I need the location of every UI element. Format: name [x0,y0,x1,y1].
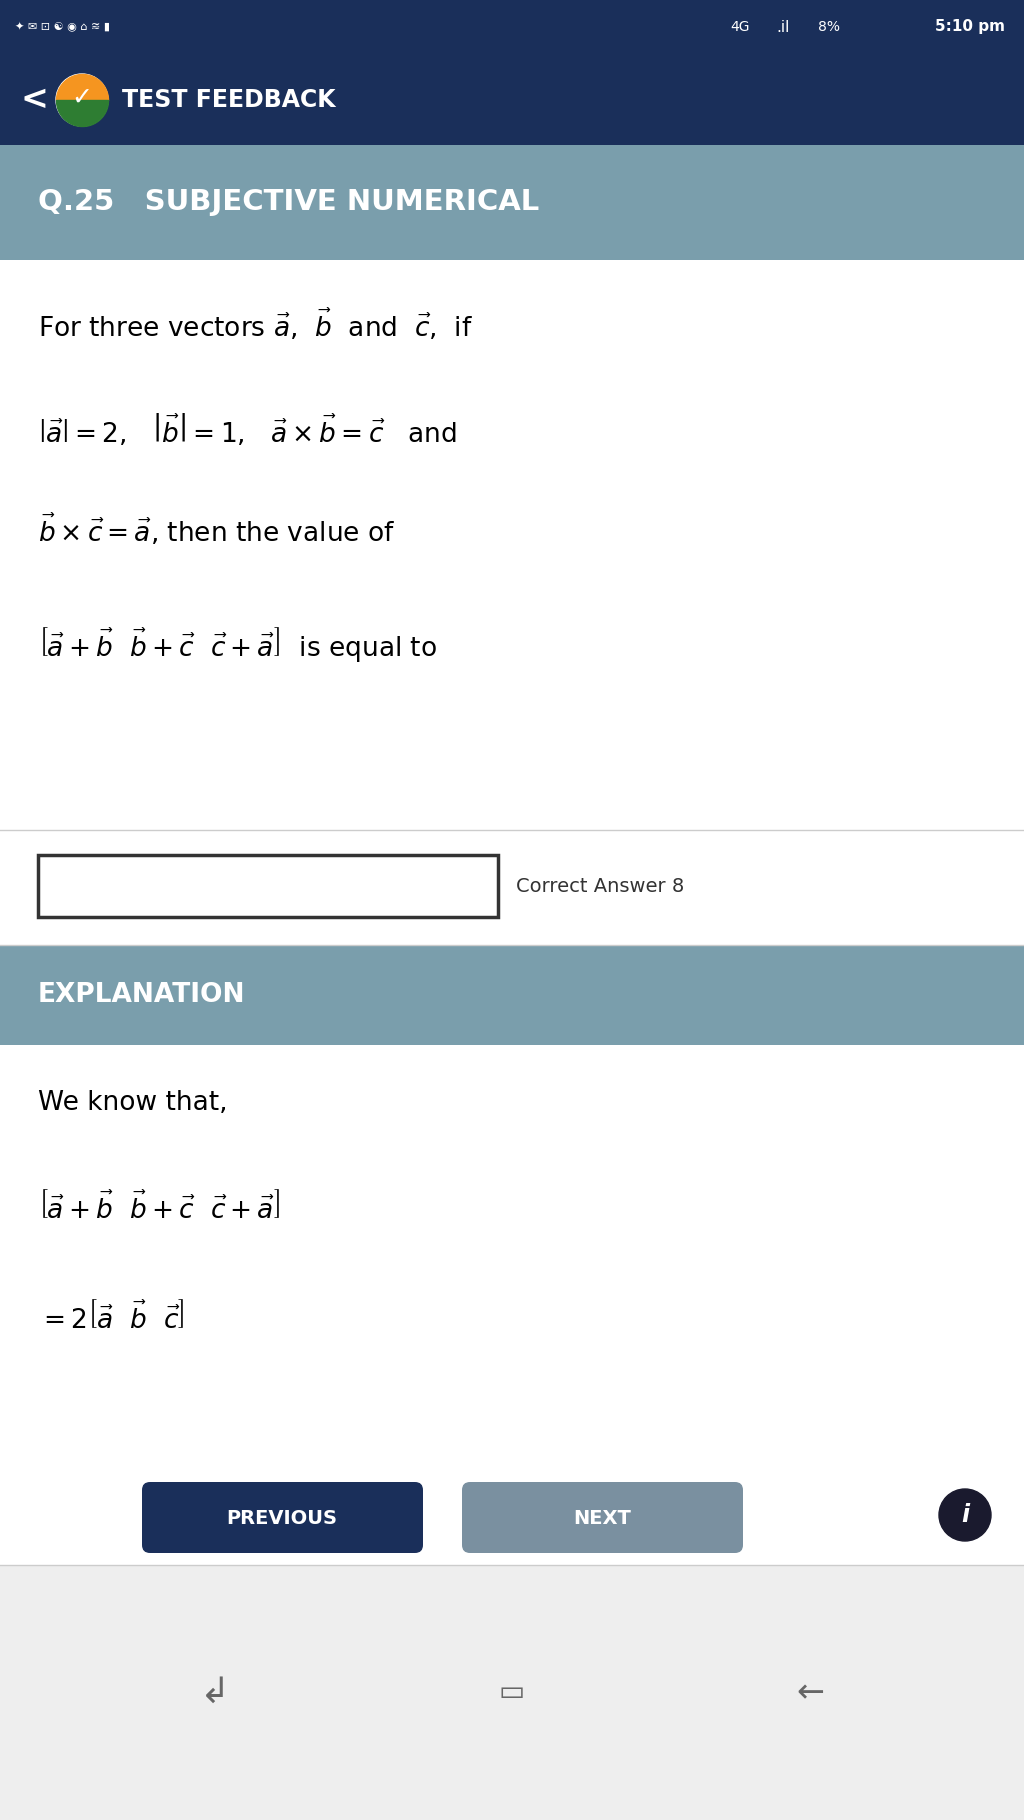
Bar [0,945,1024,1045]
Bar [0,1565,1024,1820]
Text: ↲: ↲ [200,1676,230,1709]
Bar [38,855,498,917]
Text: .il: .il [776,20,790,35]
Bar [0,1045,1024,1465]
Text: 8%: 8% [818,20,840,35]
FancyBboxPatch shape [142,1481,423,1552]
Text: $\left[\vec{a}+\vec{b}\ \ \vec{b}+\vec{c}\ \ \vec{c}+\vec{a}\right]$  is equal t: $\left[\vec{a}+\vec{b}\ \ \vec{b}+\vec{c… [38,626,437,664]
Text: Correct Answer 8: Correct Answer 8 [516,877,684,895]
Bar [0,55,1024,146]
Text: $\left|\vec{a}\right| = 2$,   $\left|\vec{b}\right| = 1$,   $\vec{a} \times \vec: $\left|\vec{a}\right| = 2$, $\left|\vec{… [38,411,457,448]
Circle shape [56,75,108,126]
Text: Q.25   SUBJECTIVE NUMERICAL: Q.25 SUBJECTIVE NUMERICAL [38,189,540,217]
Text: i: i [961,1503,969,1527]
Text: 5:10 pm: 5:10 pm [935,20,1005,35]
Bar [0,146,1024,260]
Text: $= 2\left[\vec{a}\ \ \vec{b}\ \ \vec{c}\right]$: $= 2\left[\vec{a}\ \ \vec{b}\ \ \vec{c}\… [38,1301,184,1334]
Text: <: < [20,84,48,116]
Text: ✦ ✉ ⊡ ☯ ◉ ⌂ ≋ ▮: ✦ ✉ ⊡ ☯ ◉ ⌂ ≋ ▮ [15,22,110,33]
Text: TEST FEEDBACK: TEST FEEDBACK [122,87,336,113]
Bar [0,0,1024,55]
Text: ←: ← [796,1676,824,1709]
Text: For three vectors $\vec{a}$,  $\vec{b}$  and  $\vec{c}$,  if: For three vectors $\vec{a}$, $\vec{b}$ a… [38,308,473,342]
FancyBboxPatch shape [462,1481,743,1552]
Text: ✓: ✓ [72,86,92,109]
Text: We know that,: We know that, [38,1090,227,1116]
Text: PREVIOUS: PREVIOUS [226,1509,338,1527]
Text: NEXT: NEXT [573,1509,631,1527]
Bar [0,1465,1024,1565]
Text: ▭: ▭ [499,1678,525,1707]
Text: $\vec{b} \times \vec{c} = \vec{a}$, then the value of: $\vec{b} \times \vec{c} = \vec{a}$, then… [38,511,395,548]
Text: $\left[\vec{a}+\vec{b}\ \ \vec{b}+\vec{c}\ \ \vec{c}+\vec{a}\right]$: $\left[\vec{a}+\vec{b}\ \ \vec{b}+\vec{c… [38,1192,280,1225]
Circle shape [939,1489,991,1542]
Text: EXPLANATION: EXPLANATION [38,983,246,1008]
Bar [0,260,1024,830]
Bar [0,830,1024,945]
Text: 4G: 4G [730,20,750,35]
